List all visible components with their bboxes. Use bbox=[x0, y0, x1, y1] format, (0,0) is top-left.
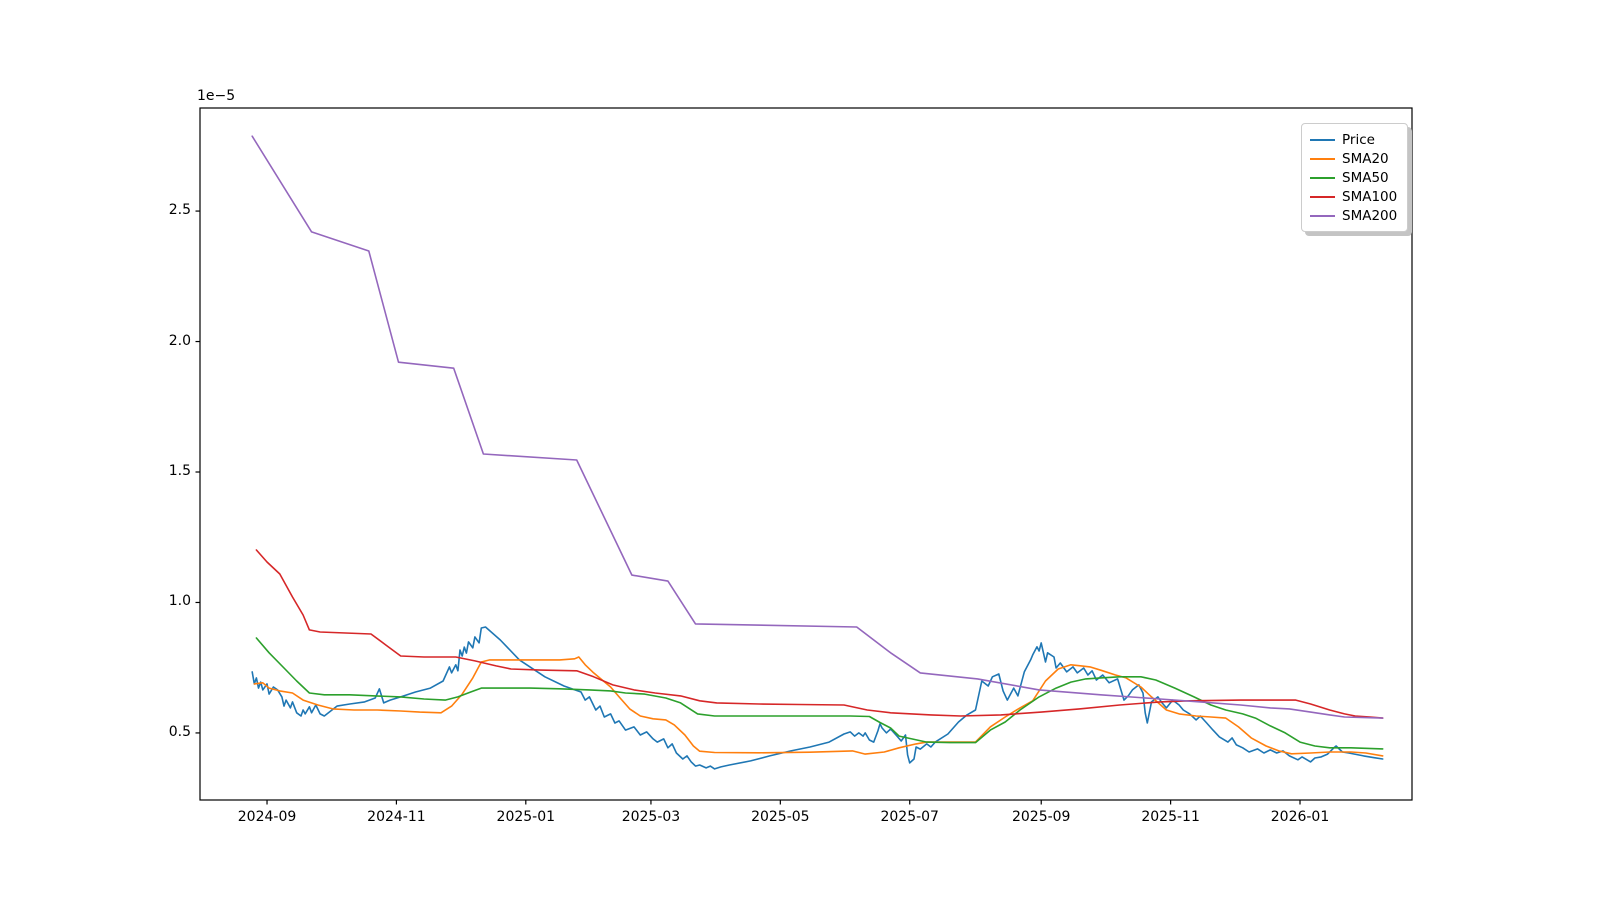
legend-line-sample-sma20 bbox=[1310, 157, 1335, 160]
legend-row: SMA100 bbox=[1310, 187, 1399, 206]
legend-line-sample-sma50 bbox=[1310, 176, 1335, 179]
series-line-sma20 bbox=[253, 656, 1384, 757]
y-axis-tick-label: 0.5 bbox=[168, 723, 191, 740]
series-line-sma100 bbox=[255, 549, 1384, 719]
legend-row: Price bbox=[1310, 130, 1399, 149]
y-axis-tick-label: 1.0 bbox=[168, 593, 191, 610]
x-axis-tick-label: 2025-07 bbox=[880, 809, 939, 825]
legend-line-sample-price bbox=[1310, 138, 1335, 141]
plot-area bbox=[199, 107, 1413, 801]
legend-row: SMA200 bbox=[1310, 206, 1399, 225]
legend: Price SMA20 SMA50 SMA100 SMA200 bbox=[1301, 123, 1408, 232]
y-axis-offset-text: 1e−5 bbox=[197, 88, 236, 104]
legend-row: SMA20 bbox=[1310, 149, 1399, 168]
x-axis-tick-label: 2024-09 bbox=[237, 809, 297, 825]
x-axis-tick-label: 2024-11 bbox=[367, 809, 426, 825]
y-axis-tick-label: 1.5 bbox=[168, 463, 191, 479]
series-line-sma200 bbox=[251, 135, 1384, 719]
series-line-sma50 bbox=[255, 637, 1384, 750]
y-axis-tick-label: 2.0 bbox=[168, 332, 191, 349]
legend-label-sma200: SMA200 bbox=[1342, 207, 1398, 224]
legend-label-sma20: SMA20 bbox=[1342, 150, 1389, 167]
series-line-price bbox=[251, 626, 1384, 770]
x-axis-tick-label: 2025-05 bbox=[751, 809, 810, 825]
x-axis-tick-label: 2025-09 bbox=[1011, 809, 1071, 825]
x-axis-tick-label: 2025-01 bbox=[496, 809, 556, 825]
legend-row: SMA50 bbox=[1310, 168, 1399, 187]
x-axis-tick-label: 2025-11 bbox=[1141, 809, 1200, 825]
legend-label-sma50: SMA50 bbox=[1342, 169, 1389, 186]
x-axis-tick-label: 2026-01 bbox=[1270, 809, 1330, 825]
x-axis-tick-label: 2025-03 bbox=[621, 809, 681, 825]
legend-label-sma100: SMA100 bbox=[1342, 188, 1398, 205]
legend-line-sample-sma200 bbox=[1310, 214, 1335, 217]
legend-label-price: Price bbox=[1342, 131, 1375, 148]
y-axis-tick-label: 2.5 bbox=[168, 202, 191, 219]
legend-line-sample-sma100 bbox=[1310, 195, 1335, 198]
